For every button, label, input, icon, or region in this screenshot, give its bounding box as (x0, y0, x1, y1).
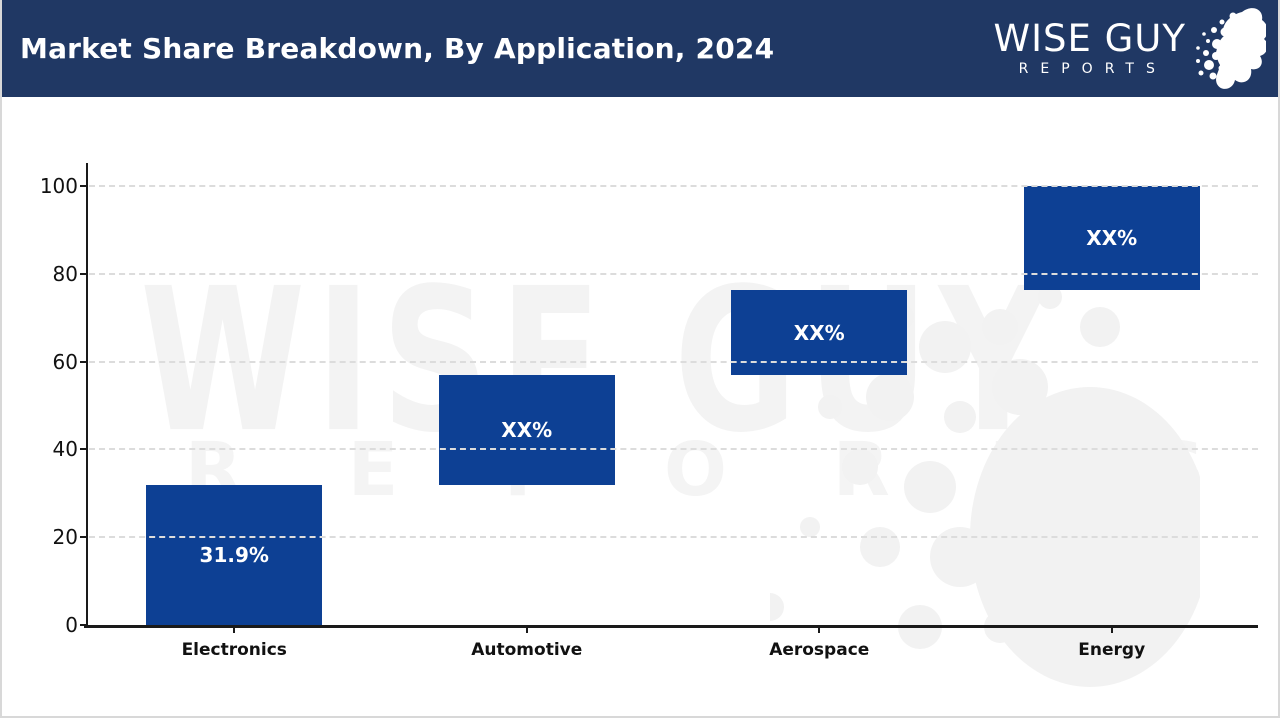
gridline-60 (89, 360, 1258, 363)
x-axis-spine (84, 625, 1258, 628)
y-tick-100 (80, 185, 88, 187)
gridline-20 (89, 536, 1258, 539)
y-tick-label-100: 100 (39, 174, 78, 198)
y-tick-20 (80, 536, 88, 539)
page-title: Market Share Breakdown, By Application, … (20, 32, 775, 65)
brand-name: WISE GUY (993, 17, 1186, 60)
y-tick-label-60: 60 (52, 349, 78, 374)
x-tick-aerospace (818, 627, 821, 633)
gridline-80 (89, 272, 1258, 275)
x-category-label-automotive: Automotive (471, 640, 583, 660)
bar-automotive: XX% (438, 374, 615, 485)
brand-subtitle: REPORTS (1018, 61, 1167, 77)
x-category-label-energy: Energy (1078, 640, 1146, 660)
brand-face-icon (1196, 7, 1266, 89)
y-tick-label-20: 20 (52, 525, 78, 550)
y-tick-label-40: 40 (52, 437, 78, 462)
bar-value-label: XX% (1086, 226, 1138, 251)
bar-value-label: XX% (793, 320, 845, 345)
bar-value-label: 31.9% (199, 542, 269, 567)
chart-area: WISE GUY R E P O R T S 0 20 40 60 80 100 31.9%… (0, 97, 1280, 720)
x-tick-automotive (525, 627, 528, 633)
brand-text: WISE GUY REPORTS (994, 20, 1186, 77)
y-tick-80 (80, 272, 88, 275)
y-tick-label-80: 80 (52, 261, 78, 286)
gridline-100 (89, 185, 1258, 187)
header: Market Share Breakdown, By Application, … (0, 0, 1280, 97)
y-tick-label-0: 0 (65, 613, 78, 637)
bar-electronics: 31.9% (146, 484, 323, 625)
y-tick-40 (80, 448, 88, 451)
x-category-label-electronics: Electronics (181, 640, 287, 660)
x-tick-electronics (233, 627, 236, 633)
bar-value-label: XX% (501, 417, 553, 442)
y-axis-spine (86, 163, 88, 627)
bar-energy: XX% (1023, 186, 1200, 291)
y-tick-60 (80, 360, 88, 363)
gridline-40 (89, 448, 1258, 451)
y-tick-0 (80, 624, 88, 626)
x-category-label-aerospace: Aerospace (769, 640, 870, 660)
brand-logo: WISE GUY REPORTS (994, 6, 1266, 92)
x-tick-energy (1110, 627, 1113, 633)
